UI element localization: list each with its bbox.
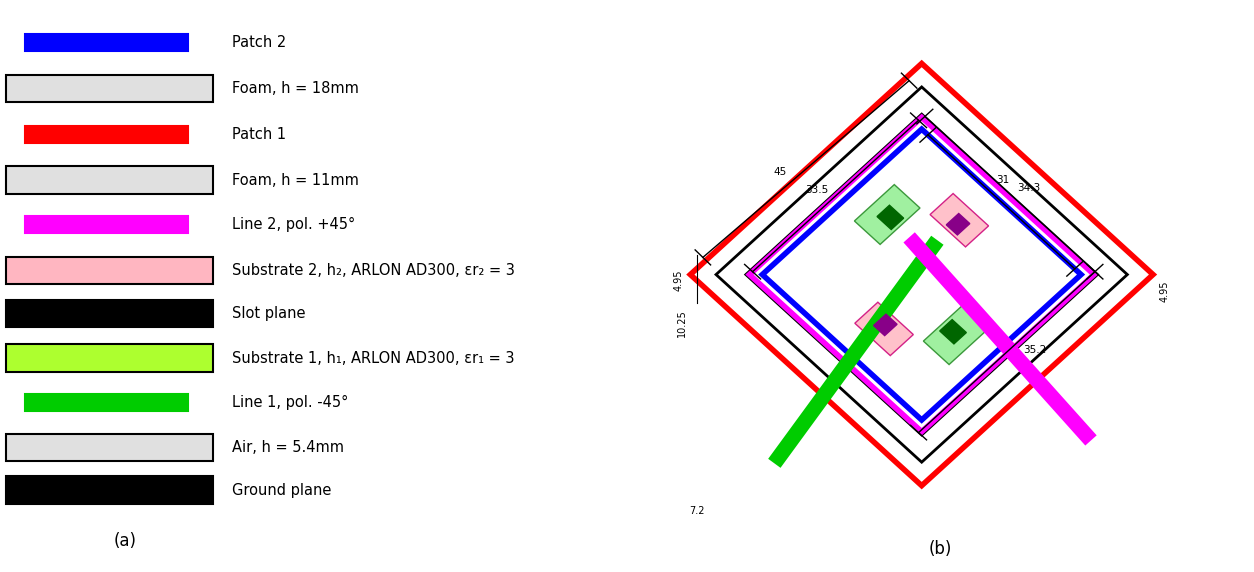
Text: 35.2: 35.2	[1023, 345, 1046, 355]
Polygon shape	[854, 185, 920, 244]
Text: 10.25: 10.25	[677, 309, 687, 337]
Polygon shape	[874, 314, 897, 336]
FancyBboxPatch shape	[6, 300, 213, 327]
FancyBboxPatch shape	[6, 434, 213, 461]
Text: Foam, h = 18mm: Foam, h = 18mm	[232, 81, 359, 96]
FancyBboxPatch shape	[6, 257, 213, 284]
Text: (a): (a)	[114, 531, 137, 550]
FancyBboxPatch shape	[6, 476, 213, 504]
FancyBboxPatch shape	[6, 166, 213, 194]
Polygon shape	[877, 205, 904, 229]
FancyBboxPatch shape	[25, 126, 188, 143]
Text: 4.95: 4.95	[1159, 281, 1169, 303]
Text: 31: 31	[996, 175, 1009, 185]
Text: Line 2, pol. +45°: Line 2, pol. +45°	[232, 217, 355, 232]
Text: 4.95: 4.95	[675, 269, 683, 291]
FancyBboxPatch shape	[6, 344, 213, 372]
Text: Substrate 1, h₁, ARLON AD300, εr₁ = 3: Substrate 1, h₁, ARLON AD300, εr₁ = 3	[232, 351, 514, 366]
Text: 45: 45	[774, 167, 786, 177]
Polygon shape	[930, 193, 988, 247]
Polygon shape	[939, 320, 967, 344]
Text: Line 1, pol. -45°: Line 1, pol. -45°	[232, 395, 349, 410]
Text: Substrate 2, h₂, ARLON AD300, εr₂ = 3: Substrate 2, h₂, ARLON AD300, εr₂ = 3	[232, 263, 515, 278]
Text: 34.3: 34.3	[1017, 184, 1041, 193]
Text: 7.2: 7.2	[688, 506, 705, 517]
Text: Foam, h = 11mm: Foam, h = 11mm	[232, 173, 359, 188]
Text: Ground plane: Ground plane	[232, 483, 331, 498]
Polygon shape	[855, 302, 913, 356]
Polygon shape	[923, 305, 989, 364]
Text: (b): (b)	[929, 540, 952, 558]
FancyBboxPatch shape	[25, 394, 188, 411]
FancyBboxPatch shape	[25, 216, 188, 233]
Text: 33.5: 33.5	[805, 185, 829, 195]
Text: Air, h = 5.4mm: Air, h = 5.4mm	[232, 440, 344, 455]
FancyBboxPatch shape	[25, 34, 188, 51]
Polygon shape	[947, 213, 969, 235]
FancyBboxPatch shape	[6, 75, 213, 102]
Text: Patch 1: Patch 1	[232, 127, 286, 142]
Text: Patch 2: Patch 2	[232, 35, 286, 50]
Text: Slot plane: Slot plane	[232, 306, 306, 321]
